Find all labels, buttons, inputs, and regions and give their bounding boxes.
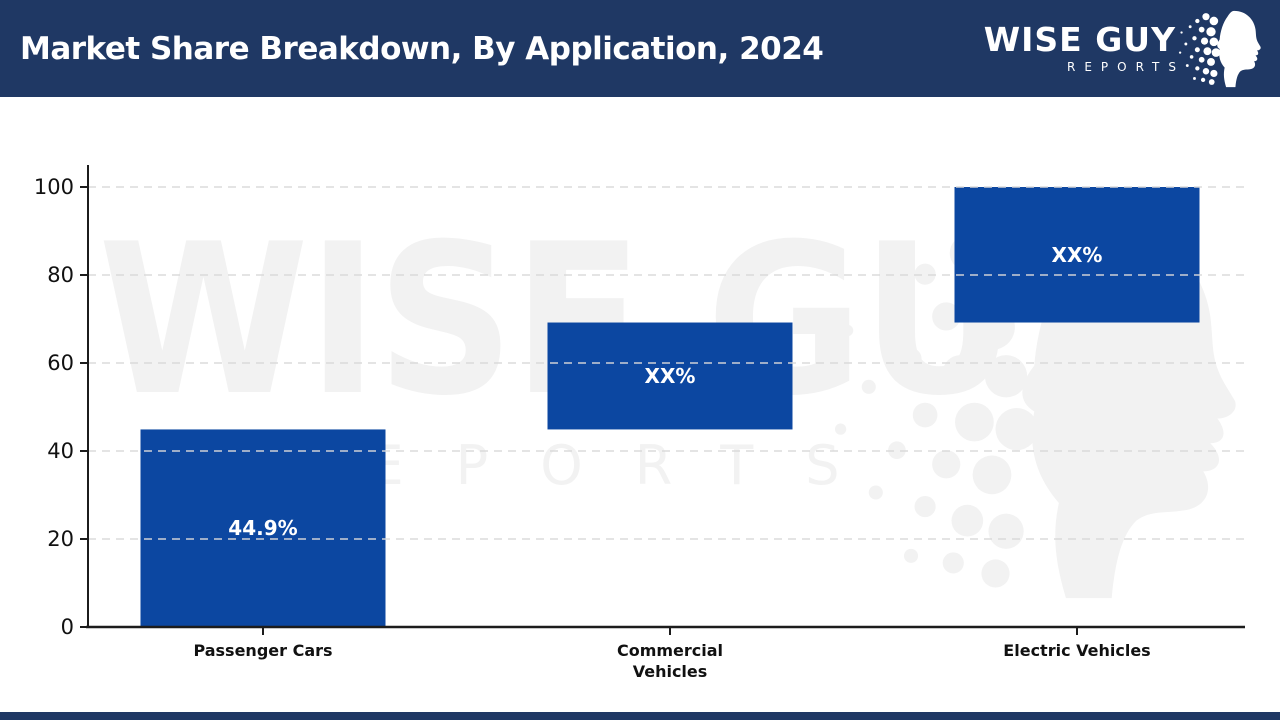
bar-value-label: XX% [645, 364, 696, 388]
bar [954, 187, 1200, 323]
brand-logo: WISE GUY REPORTS [984, 9, 1262, 89]
brand-tagline: REPORTS [1066, 60, 1185, 74]
brand-text: WISE GUY REPORTS [984, 23, 1176, 74]
x-tick-label: Electric Vehicles [1003, 641, 1150, 660]
bar [140, 429, 386, 627]
bar-value-label: XX% [1052, 243, 1103, 267]
y-tick-label: 0 [61, 615, 74, 639]
x-tick-label: Passenger Cars [193, 641, 332, 660]
header: Market Share Breakdown, By Application, … [0, 0, 1280, 97]
footer-bar [0, 712, 1280, 720]
x-tick-label: Commercial Vehicles [617, 641, 723, 681]
y-tick-label: 100 [34, 175, 74, 199]
y-tick-label: 40 [47, 439, 74, 463]
brand-name: WISE GUY [983, 20, 1176, 59]
page-title: Market Share Breakdown, By Application, … [20, 30, 824, 67]
y-tick-label: 20 [47, 527, 74, 551]
bar [547, 322, 793, 430]
y-tick-label: 60 [47, 351, 74, 375]
bar-value-label: 44.9% [228, 516, 297, 540]
y-tick-label: 80 [47, 263, 74, 287]
